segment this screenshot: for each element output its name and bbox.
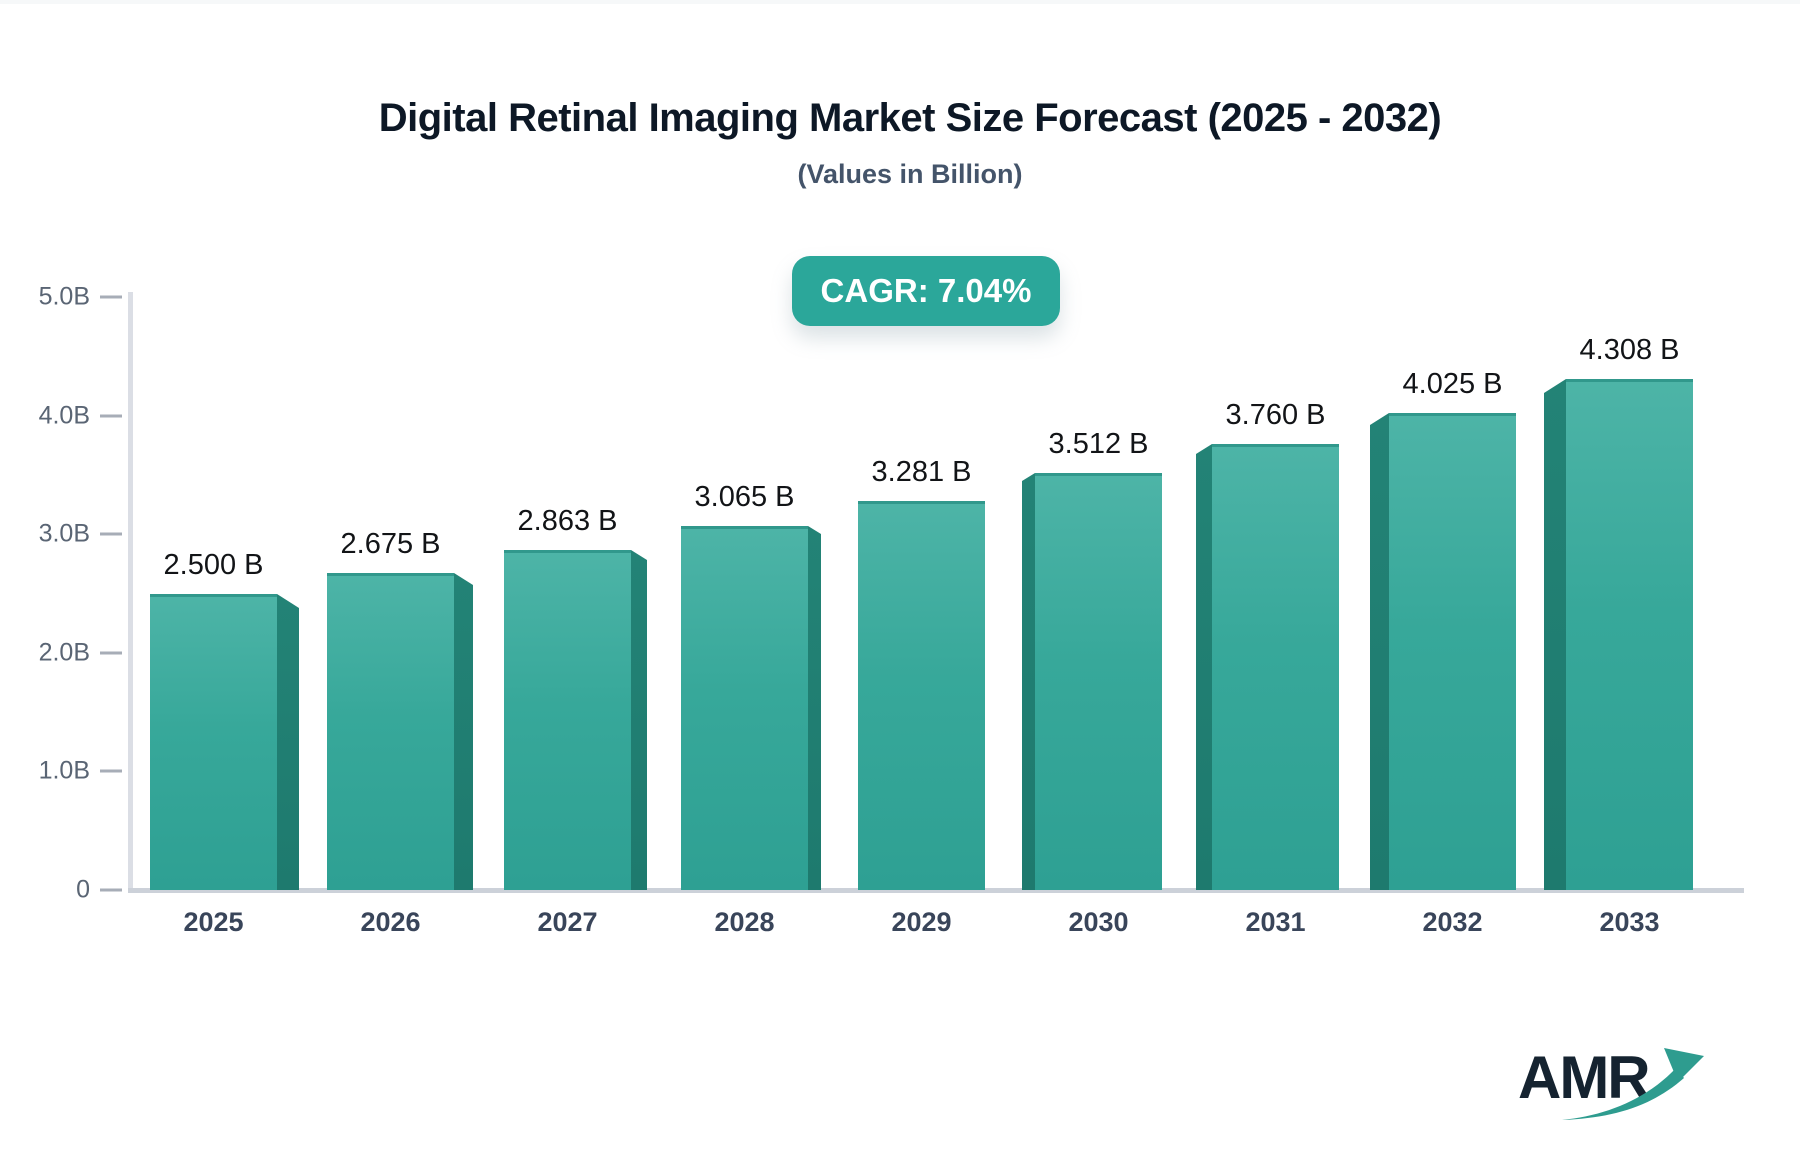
y-axis-tick-mark [100,888,122,892]
bar-value-label-2033: 4.308 B [1579,334,1680,366]
y-axis-tick-label: 1.0B [38,756,90,785]
chart-header: Digital Retinal Imaging Market Size Fore… [60,96,1760,190]
amr-logo: AMR [1518,1044,1704,1120]
x-axis-label-2028: 2028 [714,907,775,937]
bar-value-label-2026: 2.675 B [340,528,441,560]
x-axis-label-2027: 2027 [537,907,598,937]
y-axis-tick-mark [100,769,122,773]
x-axis-label-2032: 2032 [1422,907,1483,937]
y-axis-tick-label: 4.0B [38,401,90,430]
bar-2025 [150,594,277,890]
y-axis-tick-mark [100,414,122,418]
bar-2026-side-face [454,573,473,890]
x-axis-label-2026: 2026 [360,907,421,937]
x-axis-baseline [128,888,1744,893]
bar-2031-side-face [1196,444,1212,890]
bar-value-label-2028: 3.065 B [694,481,795,513]
cagr-badge: CAGR: 7.04% [792,256,1060,326]
bar-value-label-2029: 3.281 B [871,456,972,488]
bar-2025-side-face [277,594,299,890]
bar-value-label-2027: 2.863 B [517,505,618,537]
x-axis-label-2030: 2030 [1068,907,1129,937]
bar-2028 [681,526,808,890]
y-axis-tick-mark [100,295,122,299]
y-axis-tick-label: 3.0B [38,519,90,548]
bar-2029 [858,501,985,890]
bar-value-label-2031: 3.760 B [1225,399,1326,431]
bar-2030 [1035,473,1162,890]
bar-2030-side-face [1022,473,1035,890]
bar-2033-side-face [1544,379,1566,890]
bar-2032 [1389,413,1516,890]
bar-2033 [1566,379,1693,890]
amr-logo-arrow-head [1664,1048,1704,1082]
chart-subtitle: (Values in Billion) [797,159,1023,189]
x-axis-label-2025: 2025 [183,907,244,937]
amr-logo-arrow-swoosh [1562,1068,1684,1120]
bar-2027-side-face [631,550,647,890]
bar-2031 [1212,444,1339,890]
amr-logo-text: AMR [1518,1044,1650,1111]
y-axis-line [128,292,133,893]
bar-2032-side-face [1370,413,1389,890]
x-axis-label-2031: 2031 [1245,907,1306,937]
bar-2026 [327,573,454,890]
chart-title: Digital Retinal Imaging Market Size Fore… [378,96,1442,140]
y-axis-tick-label: 2.0B [38,638,90,667]
y-axis-tick-label: 5.0B [38,282,90,311]
y-axis-tick-mark [100,532,122,536]
y-axis-tick-label: 0 [76,875,90,904]
bar-2027 [504,550,631,890]
bar-value-label-2025: 2.500 B [163,549,264,581]
bar-value-label-2032: 4.025 B [1402,368,1503,400]
y-axis-tick-mark [100,651,122,655]
x-axis-label-2029: 2029 [891,907,952,937]
bar-2028-side-face [808,526,821,890]
x-axis-label-2033: 2033 [1599,907,1660,937]
bar-value-label-2030: 3.512 B [1048,428,1149,460]
